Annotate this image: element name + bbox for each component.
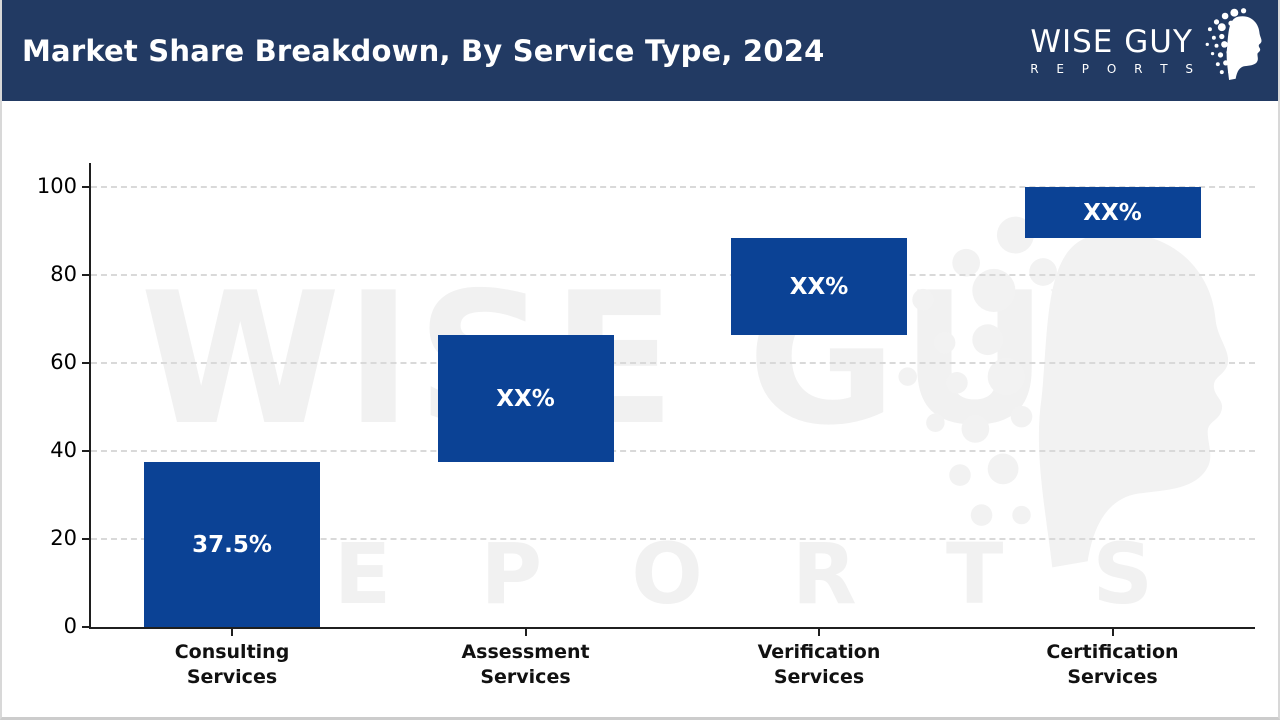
bar-value-label: XX% [496, 385, 555, 412]
gridline-60 [91, 362, 1255, 364]
bar-certification-services: XX% [1024, 187, 1201, 239]
x-tick-0 [231, 629, 233, 636]
x-category-label-3: Certification Services [1046, 641, 1179, 689]
x-tick-2 [818, 629, 820, 636]
x-tick-1 [524, 629, 527, 636]
bar-verification-services: XX% [731, 238, 907, 336]
page-title: Market Share Breakdown, By Service Type,… [22, 33, 825, 68]
gridline-100 [91, 186, 1255, 188]
x-tick-3 [1111, 629, 1114, 636]
x-category-label-0: Consulting Services [174, 641, 290, 689]
dotted-face-icon [1202, 6, 1268, 96]
y-tick-label-40: 40 [50, 438, 77, 462]
x-category-label-1: Assessment Services [461, 641, 590, 689]
bar-assessment-services: XX% [437, 335, 614, 462]
gridline-40 [91, 450, 1255, 452]
logo-subtext: R E P O R T S [1030, 61, 1200, 76]
y-tick-60 [82, 362, 89, 364]
gridline-20 [91, 538, 1255, 540]
y-tick-20 [82, 538, 89, 540]
bar-value-label: XX% [789, 273, 849, 300]
y-tick-80 [82, 274, 89, 276]
gridline-80 [91, 274, 1255, 276]
y-tick-label-80: 80 [50, 262, 77, 286]
y-axis-line [89, 163, 91, 629]
bar-consulting-services: 37.5% [144, 462, 320, 627]
bar-value-label: 37.5% [192, 531, 272, 558]
y-tick-100 [82, 186, 89, 188]
x-axis-line [89, 627, 1255, 629]
x-category-label-2: Verification Services [757, 641, 881, 689]
y-tick-label-100: 100 [36, 174, 77, 198]
y-tick-label-20: 20 [50, 526, 77, 550]
header-bar: Market Share Breakdown, By Service Type,… [2, 0, 1278, 101]
y-tick-0 [82, 626, 89, 628]
y-tick-40 [82, 450, 89, 452]
logo-wordmark: WISE GUY [1030, 23, 1193, 60]
logo-text: WISE GUY R E P O R T S [1023, 23, 1200, 76]
bar-value-label: XX% [1083, 199, 1142, 226]
y-tick-label-0: 0 [63, 614, 77, 638]
y-tick-label-60: 60 [50, 350, 77, 374]
wise-guy-logo: WISE GUY R E P O R T S [1023, 6, 1268, 96]
